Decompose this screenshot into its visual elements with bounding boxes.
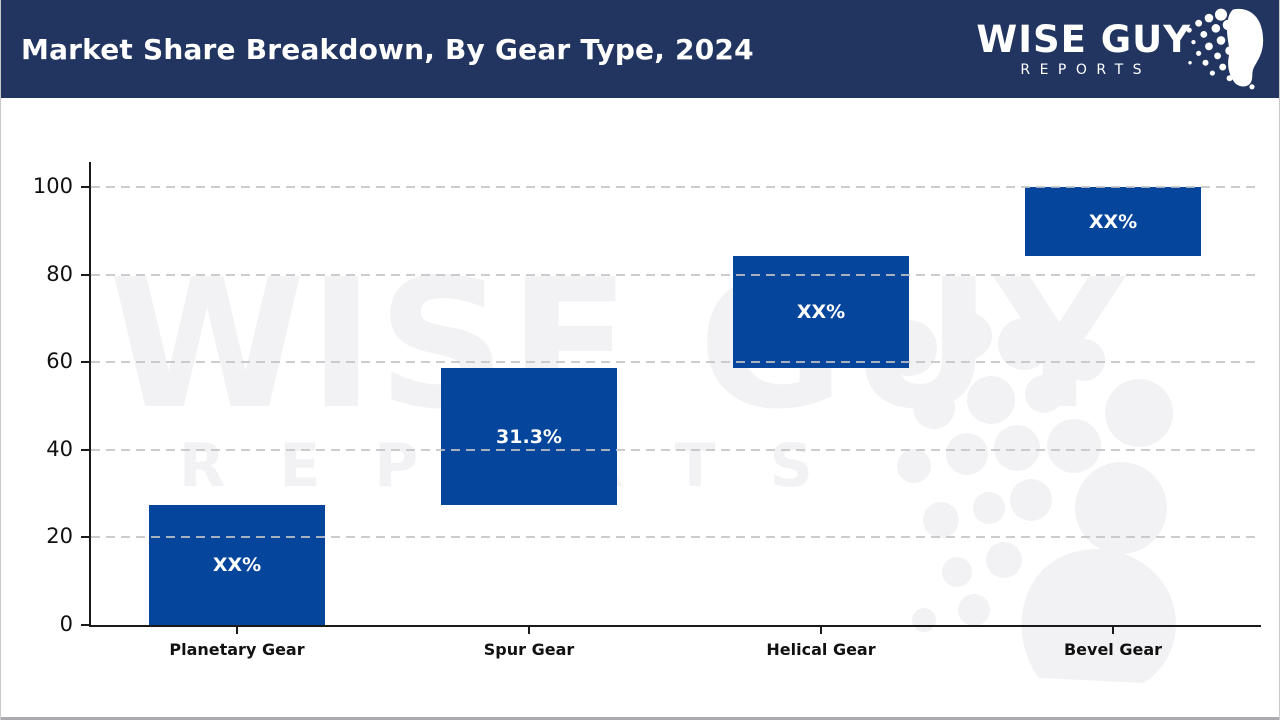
x-tick-mark (820, 627, 822, 634)
bar-value-label: XX% (212, 554, 262, 577)
gridline (91, 273, 1259, 276)
bar-value-label: 31.3% (496, 425, 562, 448)
gridline (91, 361, 1259, 364)
brand-logo: WISE GUY REPORTS (976, 6, 1265, 92)
y-tick-mark (81, 186, 91, 188)
logo-reports-label: REPORTS (1020, 62, 1152, 78)
plot-area: 0 20 40 60 80 100 XX% Planetary Gear 31.3% Spur G… (33, 162, 1259, 659)
y-tick-mark (81, 273, 91, 276)
x-category-label: Bevel Gear (1063, 640, 1163, 659)
x-tick-mark (1112, 627, 1114, 634)
y-tick-label: 0 (59, 612, 73, 636)
x-category-label: Spur Gear (483, 640, 575, 659)
bar-value-label: XX% (1088, 210, 1138, 233)
x-tick-mark (528, 627, 530, 634)
y-tick-mark (81, 448, 91, 451)
gridline (91, 536, 1259, 539)
y-tick-label: 40 (46, 436, 73, 461)
x-tick-mark (236, 627, 238, 634)
x-category-label: Helical Gear (766, 640, 876, 659)
watermark-face-icon (881, 313, 1176, 683)
chart-canvas: WISE GUY REPORTS 020406080100XX%Planetar… (1, 98, 1279, 716)
page-title: Market Share Breakdown, By Gear Type, 20… (21, 32, 754, 66)
y-tick-label: 60 (46, 349, 73, 374)
header: Market Share Breakdown, By Gear Type, 20… (1, 0, 1279, 98)
bar-planetary-gear: XX% (149, 505, 325, 625)
y-tick-label: 80 (46, 261, 73, 286)
x-category-label: Planetary Gear (169, 640, 305, 659)
gridline (91, 186, 1259, 188)
logo-face-icon (1186, 8, 1264, 90)
logo-text: WISE GUY REPORTS (976, 21, 1191, 77)
x-axis-line (89, 625, 1261, 627)
bar-bevel-gear: XX% (1025, 187, 1201, 257)
logo-wordmark: WISE GUY (976, 18, 1191, 61)
bar-value-label: XX% (796, 301, 846, 324)
bar-spur-gear: 31.3% (441, 368, 617, 506)
y-tick-label: 100 (32, 174, 73, 198)
bottom-border (1, 717, 1279, 720)
gridline (91, 448, 1259, 451)
y-tick-label: 20 (46, 524, 73, 549)
y-tick-mark (81, 361, 91, 364)
y-tick-mark (81, 624, 91, 626)
y-tick-mark (81, 536, 91, 539)
y-axis-line (89, 162, 91, 627)
